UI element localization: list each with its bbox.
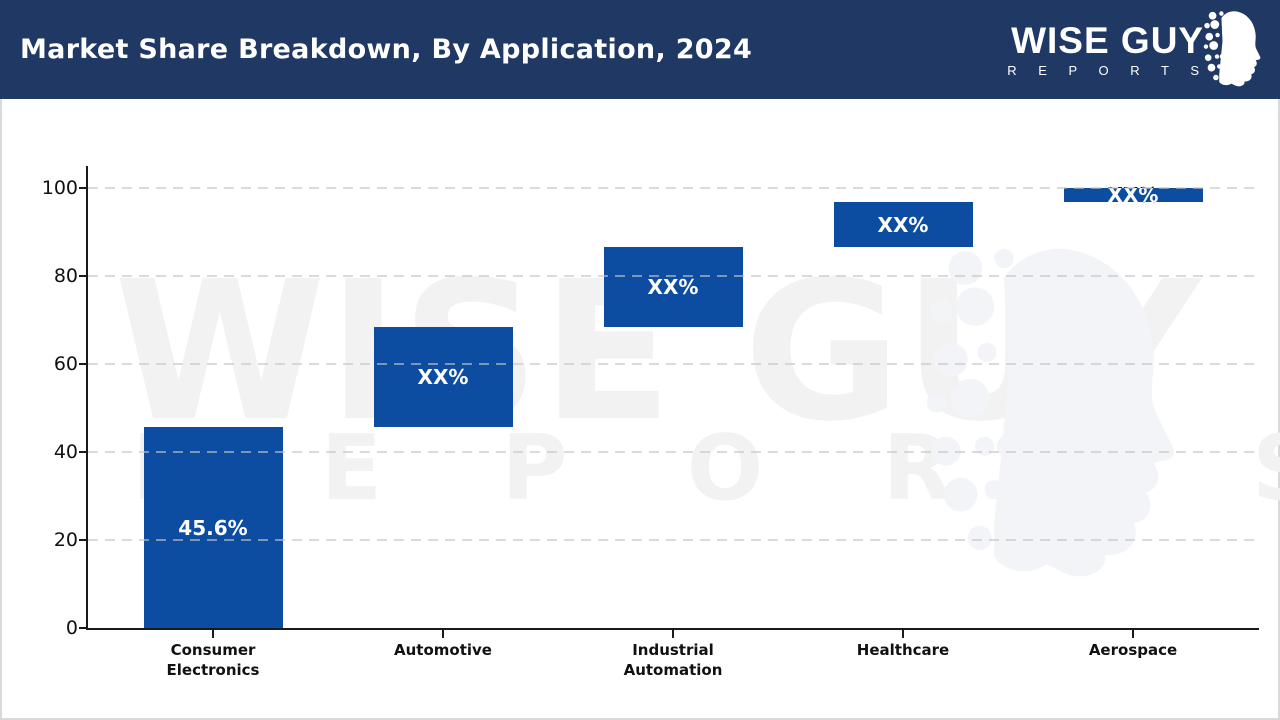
- bar-industrial-automation: XX%XX%: [603, 246, 743, 328]
- bar-value-label: 45.6%: [178, 515, 248, 540]
- watermark-head-profile: [922, 199, 1187, 623]
- y-axis-tick-label: 0: [65, 617, 78, 639]
- bar-aerospace: XX%XX%: [1063, 184, 1203, 206]
- page-title: Market Share Breakdown, By Application, …: [20, 34, 753, 65]
- bar-automotive: XX%XX%: [373, 327, 513, 428]
- x-axis-spine: [86, 628, 1259, 630]
- bar-layer: 45.6%45.6%XX%XX%XX%XX%XX%XX%XX%XX%: [2, 99, 1278, 718]
- y-axis-tick-label: 100: [41, 177, 78, 199]
- y-axis-tick-mark: [79, 451, 86, 453]
- bar-value-label: XX%: [1107, 188, 1159, 203]
- y-axis-tick-label: 60: [53, 353, 78, 375]
- bar-fill: 45.6%: [143, 427, 283, 628]
- y-axis-tick-label: 80: [53, 265, 78, 287]
- x-axis-tick-mark: [1132, 630, 1134, 638]
- brand-logo: WISE GUY R E P O R T S: [1007, 8, 1264, 92]
- x-axis-category-label: Consumer Electronics: [166, 641, 260, 679]
- bar-fill: XX%: [833, 202, 973, 247]
- x-axis-tick-mark: [902, 630, 904, 638]
- y-axis-tick-label: 20: [53, 529, 78, 551]
- chart-canvas: WISE GUY R E P O R T S 45.6%45.6%XX%XX%X…: [0, 99, 1280, 720]
- bar-consumer-electronics: 45.6%45.6%: [143, 427, 283, 628]
- bar-healthcare: XX%XX%: [833, 202, 973, 247]
- x-axis-category-label: Healthcare: [856, 641, 950, 659]
- y-axis-tick-mark: [79, 187, 86, 189]
- bar-fill: XX%: [603, 246, 743, 328]
- header-banner: Market Share Breakdown, By Application, …: [0, 0, 1280, 99]
- y-axis-spine: [86, 166, 88, 630]
- x-axis-category-label: Aerospace: [1088, 641, 1178, 659]
- brand-wordmark: WISE GUY R E P O R T S: [1007, 20, 1208, 78]
- bar-fill: XX%: [373, 327, 513, 428]
- x-axis-tick-mark: [672, 630, 674, 638]
- y-axis-tick-mark: [79, 275, 86, 277]
- x-axis-tick-mark: [442, 630, 444, 638]
- bar-value-label: XX%: [647, 274, 699, 299]
- dotted-head-profile-icon: [1202, 8, 1264, 92]
- x-axis-category-label: Industrial Automation: [623, 641, 723, 679]
- bar-value-label: XX%: [877, 212, 929, 237]
- brand-name: WISE GUY: [1011, 20, 1205, 62]
- x-axis-category-label: Automotive: [394, 641, 492, 659]
- y-axis-tick-mark: [79, 539, 86, 541]
- bar-fill: XX%: [1063, 188, 1203, 203]
- x-axis-tick-mark: [212, 630, 214, 638]
- y-axis-tick-label: 40: [53, 441, 78, 463]
- bar-value-label: XX%: [417, 365, 469, 390]
- brand-subname: R E P O R T S: [1007, 62, 1208, 78]
- y-axis-tick-mark: [79, 363, 86, 365]
- y-axis-tick-mark: [79, 627, 86, 629]
